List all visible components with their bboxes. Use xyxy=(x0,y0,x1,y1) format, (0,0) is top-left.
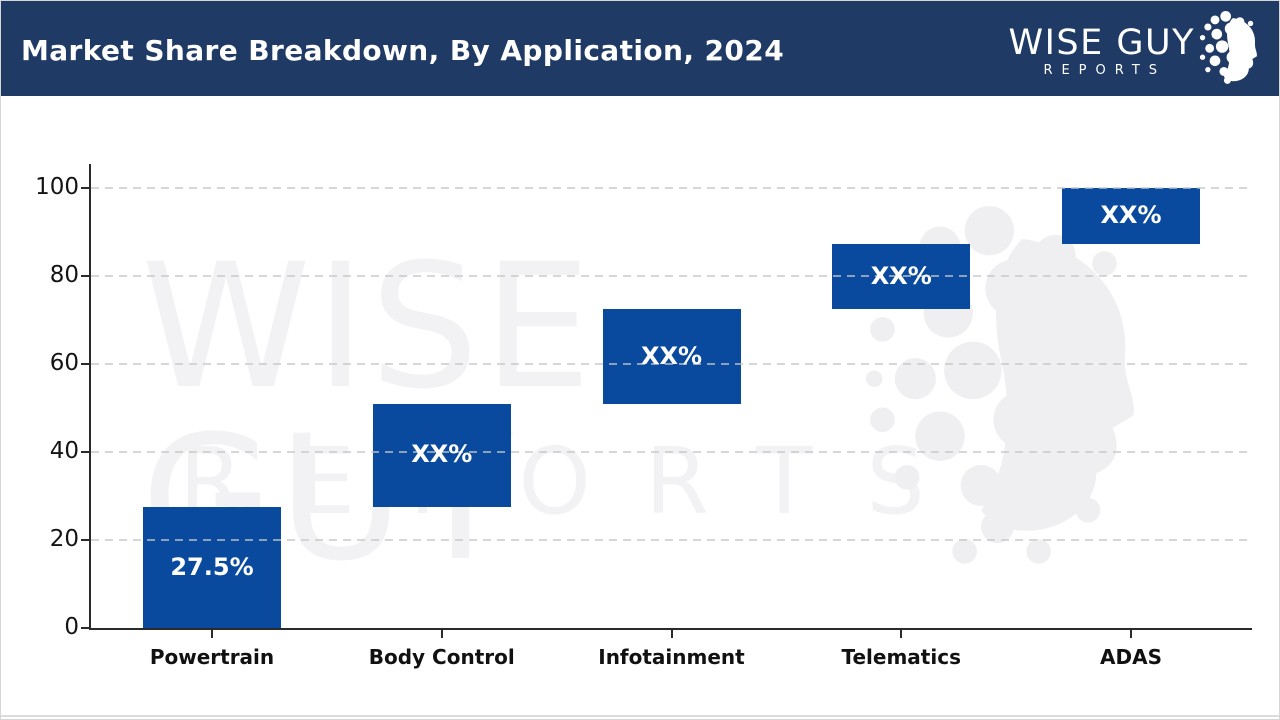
x-category-label: Powertrain xyxy=(149,645,275,669)
y-tick-label: 0 xyxy=(64,614,79,640)
y-tick-mark xyxy=(81,539,89,541)
x-tick-mark xyxy=(211,630,213,638)
chart-title: Market Share Breakdown, By Application, … xyxy=(21,34,785,67)
bar-value-label: XX% xyxy=(640,341,703,370)
y-tick-mark xyxy=(81,451,89,453)
x-tick-mark xyxy=(900,630,903,638)
gridline-y20 xyxy=(91,539,1251,541)
x-category-label: ADAS xyxy=(1100,645,1162,669)
bar-adas xyxy=(1062,188,1200,244)
x-category-label: Infotainment xyxy=(598,645,745,669)
brand-logo-text: WISE GUY REPORTS xyxy=(1008,25,1195,78)
gridline-y80 xyxy=(91,275,1251,277)
y-tick-label: 80 xyxy=(49,262,79,288)
y-tick-label: 60 xyxy=(49,350,79,376)
bar-body-control xyxy=(372,403,511,507)
y-tick-label: 20 xyxy=(49,526,79,552)
bar-infotainment xyxy=(602,309,741,404)
y-tick-mark xyxy=(81,187,89,189)
y-axis-line xyxy=(89,164,91,630)
x-category-label: Body Control xyxy=(368,645,515,669)
x-tick-mark xyxy=(440,630,443,638)
x-axis-line xyxy=(89,628,1252,630)
x-tick-mark xyxy=(670,630,673,638)
bar-value-label: XX% xyxy=(1100,200,1162,229)
y-tick-label: 100 xyxy=(35,174,79,200)
gridline-y60 xyxy=(91,363,1251,365)
brand-dotted-head-icon xyxy=(1199,11,1257,84)
brand-name: WISE GUY xyxy=(1008,23,1195,63)
y-tick-label: 40 xyxy=(49,438,79,464)
brand-subname: REPORTS xyxy=(1043,63,1167,78)
bar-value-label: XX% xyxy=(870,261,932,290)
gridline-y40 xyxy=(91,451,1251,453)
y-tick-mark xyxy=(81,275,89,277)
y-tick-mark xyxy=(81,363,89,365)
bar-value-label: XX% xyxy=(411,440,473,469)
bar-value-label: 27.5% xyxy=(170,552,254,581)
bar-powertrain xyxy=(143,507,281,628)
gridline-y100 xyxy=(91,187,1251,189)
header-band: Market Share Breakdown, By Application, … xyxy=(1,1,1279,96)
x-category-label: Telematics xyxy=(841,645,961,669)
bottom-divider xyxy=(1,715,1279,717)
brand-logo: WISE GUY REPORTS xyxy=(1007,7,1267,91)
y-tick-mark xyxy=(81,627,89,629)
x-tick-mark xyxy=(1130,630,1132,638)
